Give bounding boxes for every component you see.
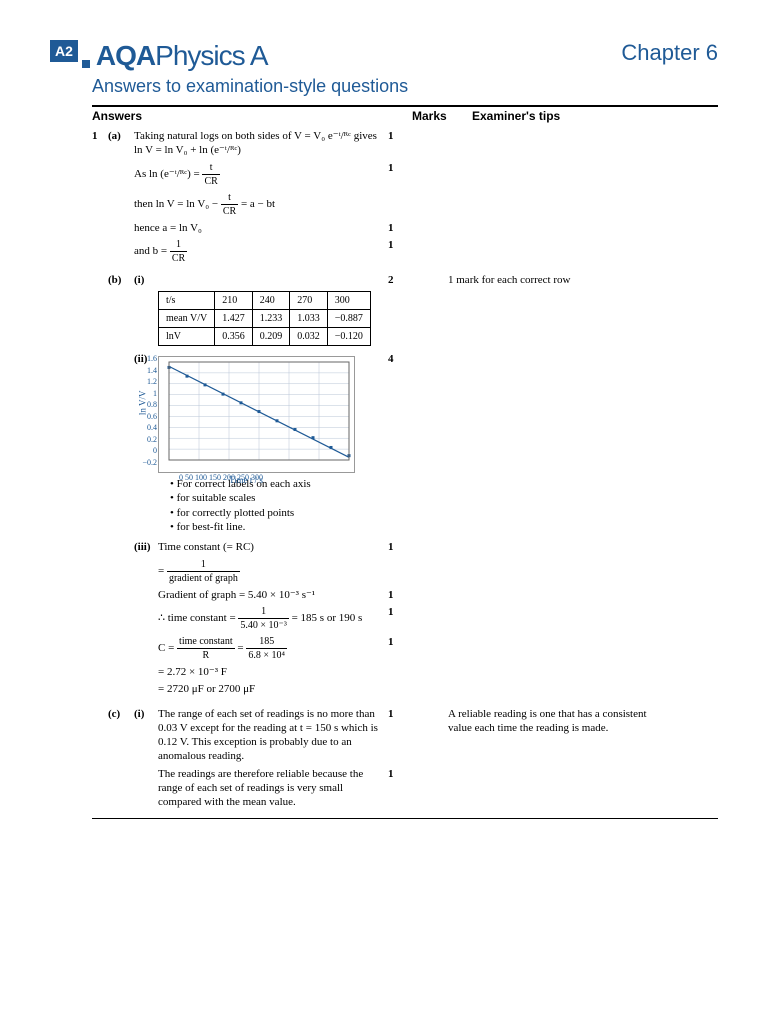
q1b-ii: (ii) ln V/V Time t / s 1.61.41.210.80.60… [92,352,718,537]
subtitle: Answers to examination-style questions [92,76,718,97]
chart: ln V/V Time t / s 1.61.41.210.80.60.40.2… [158,356,355,473]
q1a-row2: As ln (e⁻ᵗ/ᴿᶜ) = tCR 1 [134,161,718,188]
content: 1 (a) Taking natural logs on both sides … [92,129,718,810]
logo: A2 AQAPhysics A [50,40,268,72]
q1b-iii-2: Gradient of graph = 5.40 × 10⁻³ s⁻¹ 1 [158,588,718,602]
q1b-iii-1b: = 1gradient of graph [158,558,718,585]
q1c-1: (c) (i) The range of each set of reading… [92,707,718,764]
q1b-iii-1: (iii) Time constant (= RC) 1 [92,540,718,554]
chart-svg [159,357,354,472]
bottom-rule [92,818,718,819]
q1b-iii-6: = 2720 μF or 2700 μF [158,682,718,696]
col-answers: Answers [92,109,412,123]
x-axis-labels: 0 50 100 150 200 250 300 [179,473,263,483]
q1a-row5: and b = 1CR 1 [134,238,718,265]
q1b-iii-5: = 2.72 × 10⁻³ F [158,665,718,679]
q1b-iii-4: C = time constantR = 1856.8 × 10⁴ 1 [158,635,718,662]
chart-bullets: For correct labels on each axis for suit… [170,477,388,534]
q1a-row3: then ln V = ln V₀ − tCR = a − bt [134,191,718,218]
q1b-i: (b) (i) 2 1 mark for each correct row [92,273,718,287]
q1a-row1: 1 (a) Taking natural logs on both sides … [92,129,718,158]
y-axis-labels: 1.61.41.210.80.60.40.20−0.2 [141,353,157,468]
col-tips: Examiner's tips [472,109,718,123]
column-headers: Answers Marks Examiner's tips [92,109,718,123]
brand: AQAPhysics A [96,40,268,72]
header: A2 AQAPhysics A Chapter 6 [50,40,718,72]
chapter-title: Chapter 6 [621,40,718,66]
q1b-iii-3: ∴ time constant = 15.40 × 10⁻³ = 185 s o… [158,605,718,632]
badge: A2 [50,40,78,62]
badge-deco [82,60,90,68]
rule [92,105,718,107]
col-marks: Marks [412,109,472,123]
data-table: t/s210240270300 mean V/V1.4271.2331.033−… [158,291,718,346]
q1c-2: The readings are therefore reliable beca… [158,767,718,810]
q1a-row4: hence a = ln V₀ 1 [134,221,718,235]
page: A2 AQAPhysics A Chapter 6 Answers to exa… [0,0,768,849]
